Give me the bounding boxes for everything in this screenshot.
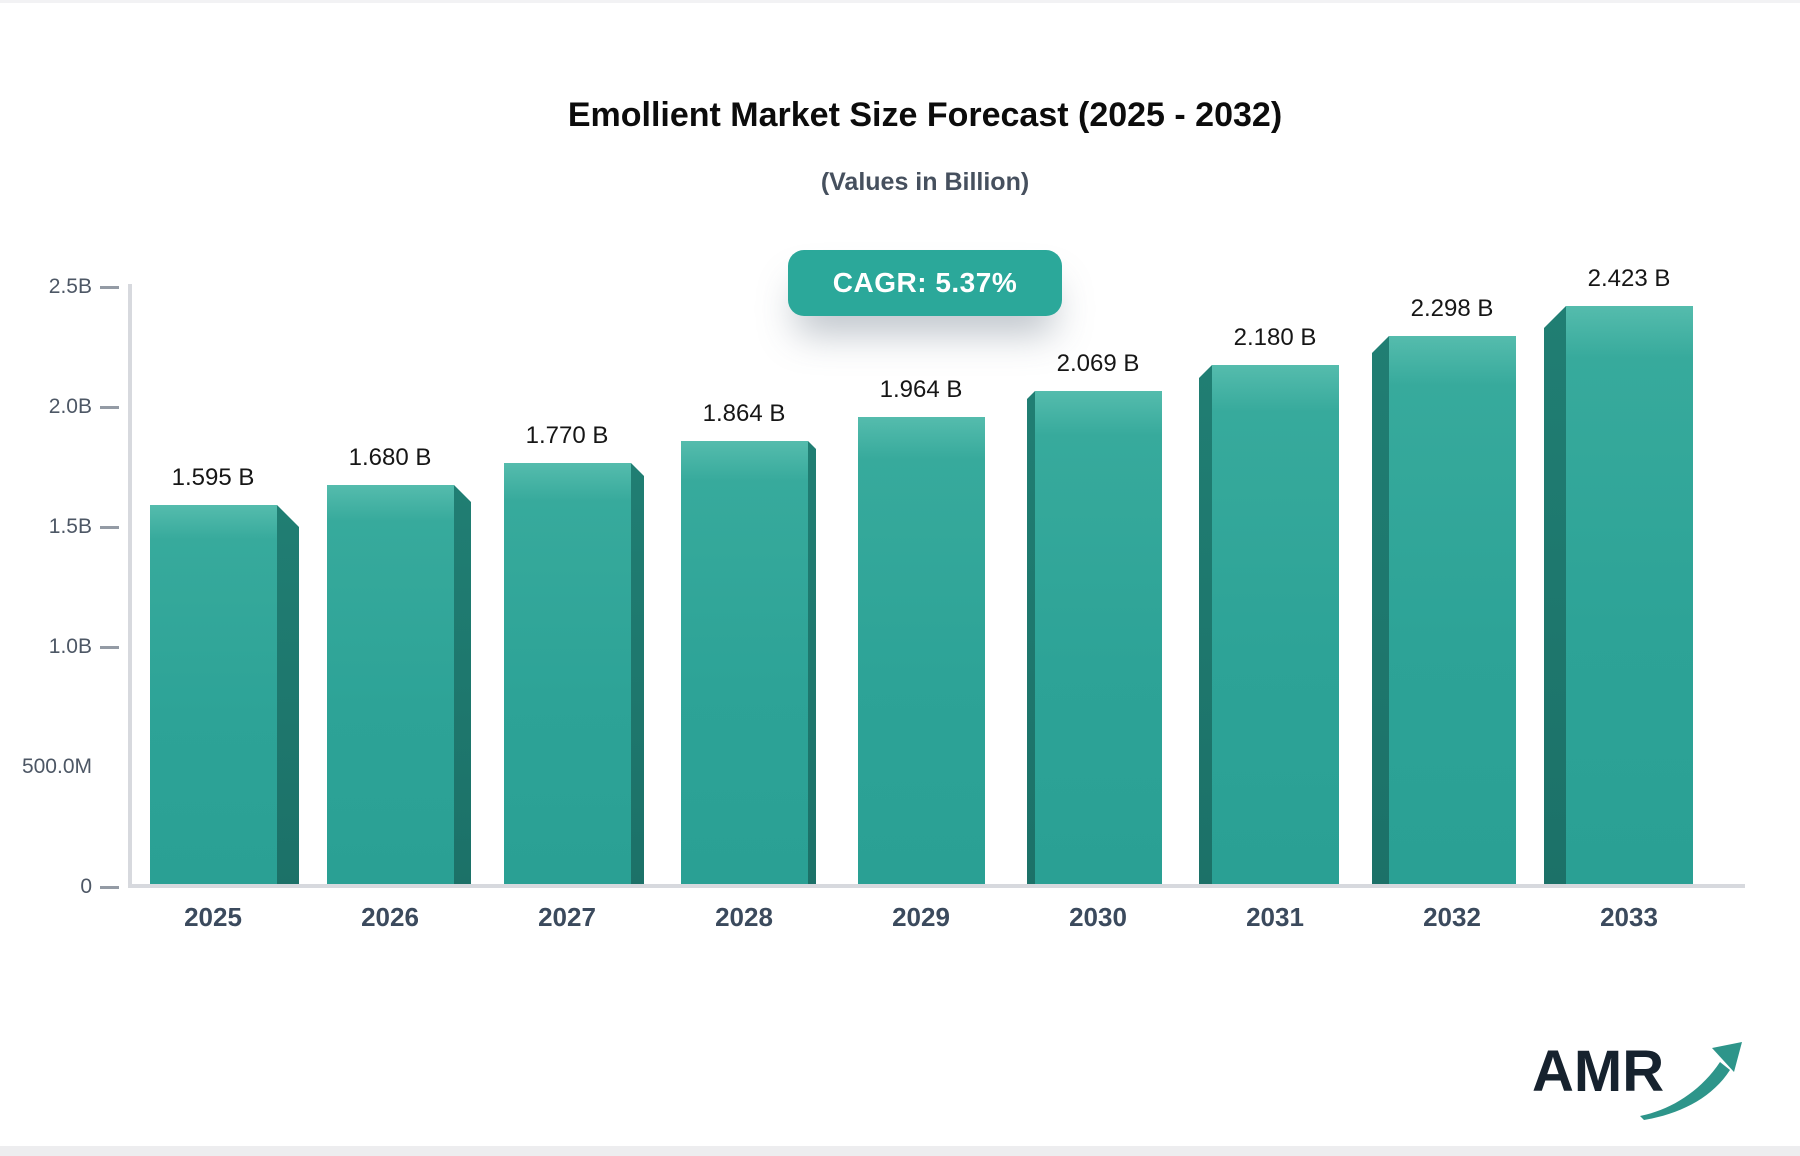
y-tick-dash	[100, 886, 119, 889]
x-axis-line	[128, 884, 1745, 888]
bar-value-label-2026: 1.680 B	[348, 444, 432, 471]
y-axis-line	[128, 284, 132, 888]
bar-face-2032	[1389, 336, 1516, 888]
y-tick-label-0: 0	[80, 875, 92, 898]
x-tick-label-2026: 2026	[361, 902, 419, 932]
x-tick-label-2032: 2032	[1423, 902, 1481, 932]
x-tick-label-2025: 2025	[184, 902, 242, 932]
bar-value-label-2032: 2.298 B	[1410, 295, 1494, 322]
x-tick-label-2033: 2033	[1600, 902, 1658, 932]
bar-face-2031	[1212, 365, 1339, 888]
bar-value-label-2031: 2.180 B	[1233, 324, 1317, 351]
y-tick-dash	[100, 286, 119, 289]
y-tick-dash	[100, 526, 119, 529]
y-tick-label-500.0M: 500.0M	[21, 755, 92, 778]
bar-side-2025	[277, 505, 299, 888]
x-tick-label-2030: 2030	[1069, 902, 1127, 932]
y-tick-label-1.0B: 1.0B	[48, 635, 92, 658]
x-tick-label-2031: 2031	[1246, 902, 1304, 932]
bar-face-2028	[681, 441, 808, 888]
top-border-strip	[0, 0, 1800, 3]
bar-face-2030	[1035, 391, 1162, 888]
amr-logo: AMR	[1532, 1038, 1752, 1128]
bar-face-2026	[327, 485, 454, 888]
bar-side-2031	[1199, 365, 1212, 888]
bar-side-2026	[454, 485, 471, 888]
y-tick-dash	[100, 406, 119, 409]
growth-arrow-icon	[1640, 1042, 1742, 1120]
bar-face-2033	[1566, 306, 1693, 888]
bar-value-label-2029: 1.964 B	[879, 376, 963, 403]
chart-title: Emollient Market Size Forecast (2025 - 2…	[567, 96, 1283, 134]
x-tick-label-2029: 2029	[892, 902, 950, 932]
bar-face-2025	[150, 505, 277, 888]
bar-value-label-2030: 2.069 B	[1056, 350, 1140, 377]
bar-face-2029	[858, 417, 985, 888]
x-tick-label-2028: 2028	[715, 902, 773, 932]
bar-side-2027	[631, 463, 644, 888]
y-tick-label-2.5B: 2.5B	[48, 275, 92, 298]
bar-side-2032	[1372, 336, 1389, 888]
chart-subtitle: (Values in Billion)	[820, 168, 1030, 196]
y-tick-label-1.5B: 1.5B	[48, 515, 92, 538]
bar-side-2028	[808, 441, 816, 888]
cagr-badge-label: CAGR: 5.37%	[832, 267, 1018, 298]
bar-side-2030	[1027, 391, 1035, 888]
bar-face-2027	[504, 463, 631, 888]
bar-value-label-2027: 1.770 B	[525, 422, 609, 449]
y-tick-dash	[100, 646, 119, 649]
y-tick-label-2.0B: 2.0B	[48, 395, 92, 418]
amr-logo-text: AMR	[1532, 1039, 1665, 1104]
bar-side-2033	[1544, 306, 1566, 888]
x-tick-label-2027: 2027	[538, 902, 596, 932]
cagr-badge: CAGR: 5.37%	[788, 250, 1062, 316]
bar-value-label-2033: 2.423 B	[1587, 265, 1671, 292]
bar-value-label-2028: 1.864 B	[702, 400, 786, 427]
bottom-border-strip	[0, 1146, 1800, 1156]
bar-value-label-2025: 1.595 B	[171, 464, 255, 491]
